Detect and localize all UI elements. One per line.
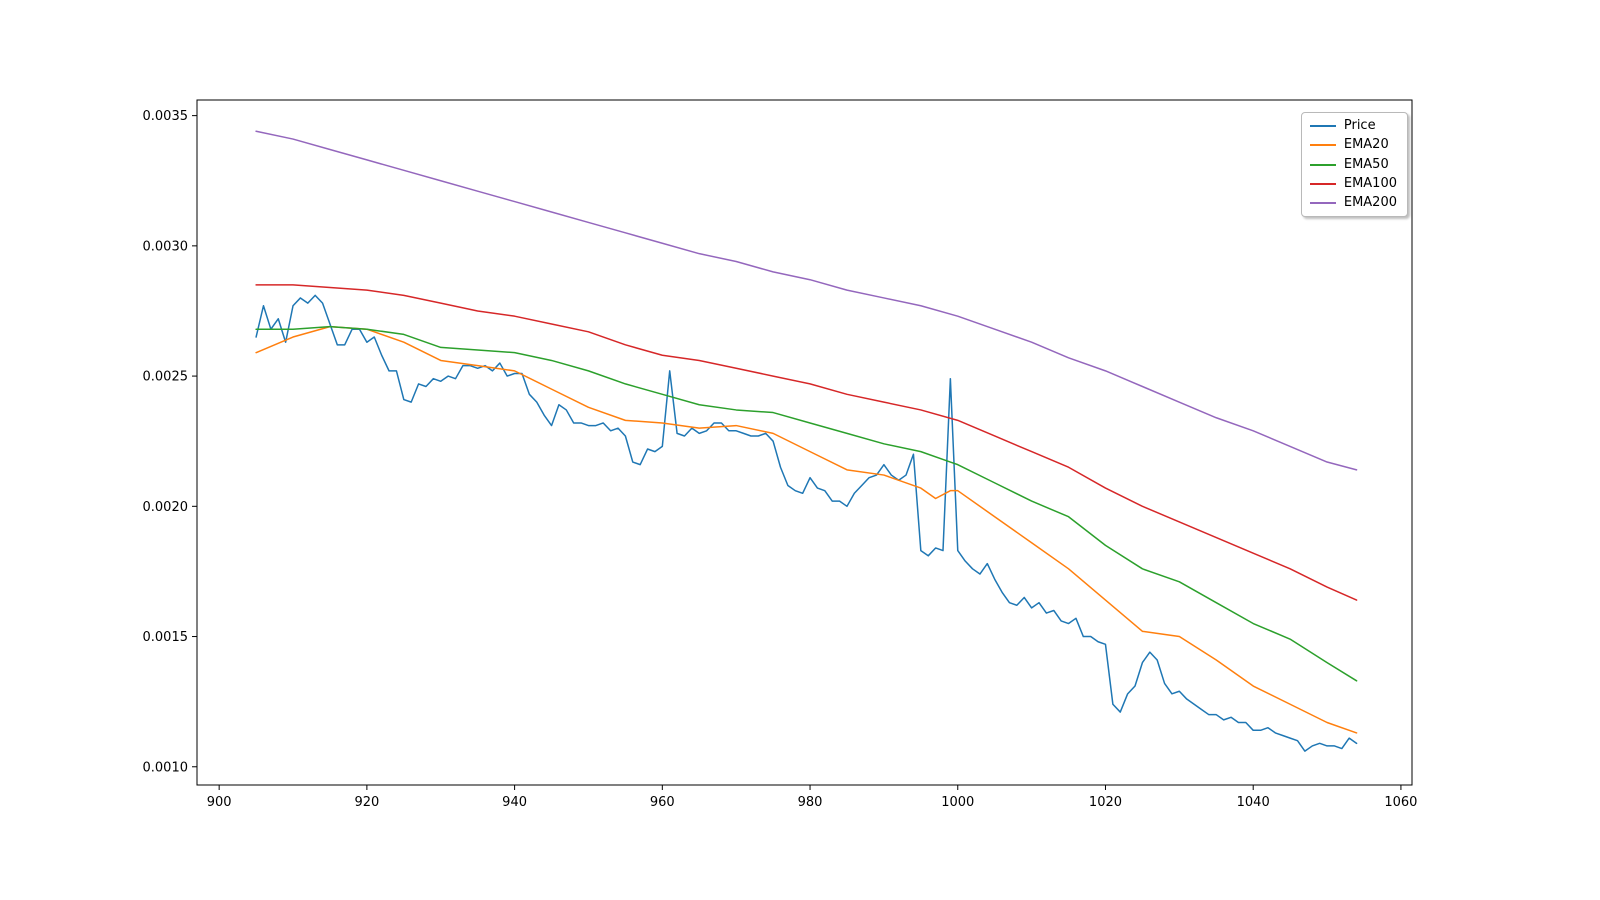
legend-label: EMA50 <box>1343 156 1389 172</box>
y-tick-label: 0.0025 <box>143 370 189 385</box>
plot-frame <box>196 99 1413 786</box>
x-tick-label: 1020 <box>1089 795 1122 810</box>
y-tick-label: 0.0020 <box>143 500 189 515</box>
legend-label: EMA20 <box>1343 137 1389 153</box>
legend-item-price[interactable]: Price <box>1309 118 1397 133</box>
x-tick-label: 940 <box>502 795 527 810</box>
legend-line-icon <box>1309 163 1336 166</box>
legend-line-icon <box>1309 183 1336 186</box>
legend-label: EMA100 <box>1343 175 1397 191</box>
y-tick-label: 0.0015 <box>143 630 189 645</box>
legend-item-ema100[interactable]: EMA100 <box>1309 175 1397 191</box>
x-tick-label: 960 <box>650 795 675 810</box>
x-tick-label: 980 <box>798 795 823 810</box>
legend-label: Price <box>1343 118 1376 133</box>
legend-label: EMA200 <box>1343 195 1397 211</box>
series-line-ema50 <box>255 325 1358 682</box>
legend-line-icon <box>1309 125 1336 128</box>
legend-item-ema200[interactable]: EMA200 <box>1309 195 1397 211</box>
legend-item-ema20[interactable]: EMA20 <box>1309 137 1397 153</box>
series-line-ema100 <box>255 284 1358 601</box>
x-tick-label: 920 <box>354 795 379 810</box>
series-line-ema200 <box>255 130 1358 471</box>
legend-line-icon <box>1309 202 1336 205</box>
legend-item-ema50[interactable]: EMA50 <box>1309 156 1397 172</box>
x-tick-label: 900 <box>207 795 232 810</box>
y-tick-label: 0.0035 <box>143 109 189 124</box>
legend-line-icon <box>1309 144 1336 147</box>
y-tick-label: 0.0010 <box>143 760 189 775</box>
x-tick-label: 1040 <box>1237 795 1270 810</box>
y-tick-label: 0.0030 <box>143 239 189 254</box>
series-line-ema20 <box>255 325 1358 734</box>
x-tick-label: 1060 <box>1384 795 1417 810</box>
series-line-price <box>255 294 1358 752</box>
x-tick-label: 1000 <box>941 795 974 810</box>
legend[interactable]: Price EMA20 EMA50 EMA100 EMA200 <box>1300 112 1408 218</box>
